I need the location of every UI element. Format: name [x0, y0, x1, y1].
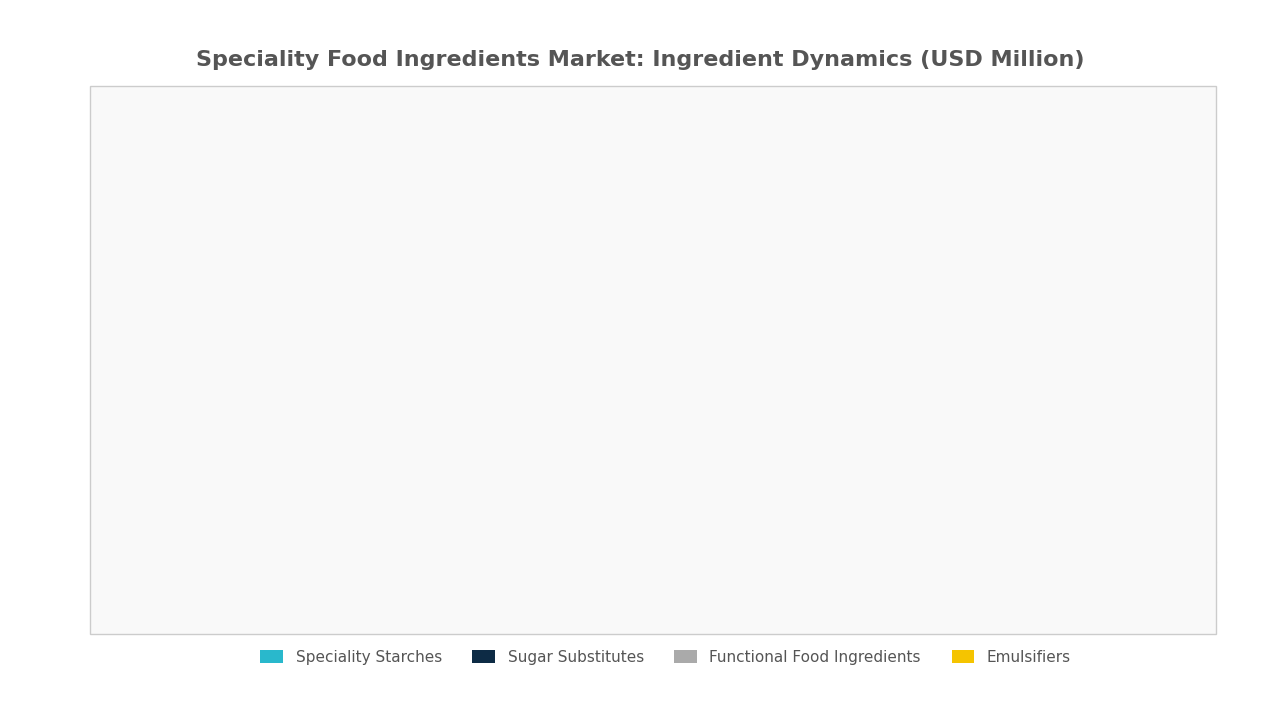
- Bar: [508, 442, 594, 562]
- Bar: [238, 260, 323, 562]
- Bar: [737, 187, 823, 562]
- Text: Speciality Food Ingredients Market: Ingredient Dynamics (USD Million): Speciality Food Ingredients Market: Ingr…: [196, 50, 1084, 71]
- Bar: [328, 379, 413, 562]
- Bar: [1009, 390, 1093, 562]
- Legend: Speciality Starches, Sugar Substitutes, Functional Food Ingredients, Emulsifiers: Speciality Starches, Sugar Substitutes, …: [255, 644, 1076, 671]
- Bar: [828, 312, 914, 562]
- Bar: [417, 426, 503, 562]
- Bar: [918, 374, 1004, 562]
